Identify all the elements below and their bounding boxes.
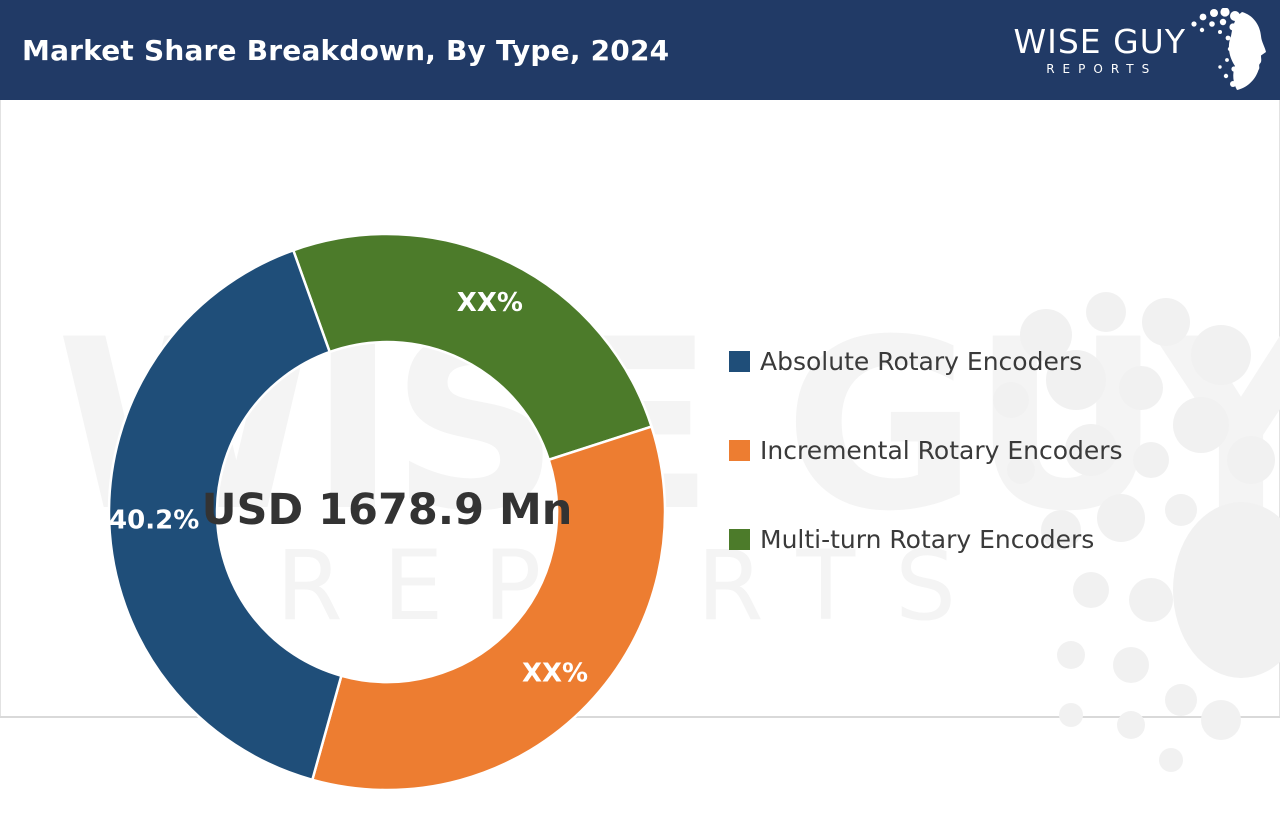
chart-canvas: WISE GUY REPORTS XX%XX%40.2% USD	[0, 100, 1280, 792]
logo-text: WISE GUY REPORTS	[1013, 21, 1186, 76]
legend-item-absolute: Absolute Rotary Encoders	[729, 346, 1123, 377]
legend-swatch-blue	[729, 351, 750, 372]
logo-subtitle: REPORTS	[1046, 61, 1158, 76]
donut-slice-absolute-rotary-encoders	[107, 248, 343, 782]
legend-item-incremental: Incremental Rotary Encoders	[729, 435, 1123, 466]
bottom-border	[0, 716, 1280, 718]
legend-label: Absolute Rotary Encoders	[760, 347, 1083, 376]
donut-slice-multi-turn-rotary-encoders	[291, 232, 654, 462]
legend-item-multiturn: Multi-turn Rotary Encoders	[729, 524, 1123, 555]
legend: Absolute Rotary Encoders Incremental Rot…	[729, 346, 1123, 613]
legend-swatch-orange	[729, 440, 750, 461]
donut-chart: XX% XX% 40.2% USD 1678.9 Mn	[107, 232, 667, 792]
legend-swatch-green	[729, 529, 750, 550]
header-bar: Market Share Breakdown, By Type, 2024 WI…	[0, 0, 1280, 100]
legend-label: Incremental Rotary Encoders	[760, 436, 1123, 465]
logo-wordmark: WISE GUY	[1013, 21, 1186, 61]
wise-guy-reports-logo: WISE GUY REPORTS	[1013, 8, 1266, 92]
logo-face-icon	[1191, 8, 1266, 90]
donut-center-value: USD 1678.9 Mn	[202, 485, 573, 535]
slice-percentage-label: XX%	[457, 288, 523, 318]
donut-slice-incremental-rotary-encoders	[310, 424, 667, 792]
slice-percentage-label: 40.2%	[109, 505, 199, 535]
legend-label: Multi-turn Rotary Encoders	[760, 525, 1095, 554]
page-title: Market Share Breakdown, By Type, 2024	[22, 33, 670, 67]
slice-percentage-label: XX%	[522, 658, 588, 688]
